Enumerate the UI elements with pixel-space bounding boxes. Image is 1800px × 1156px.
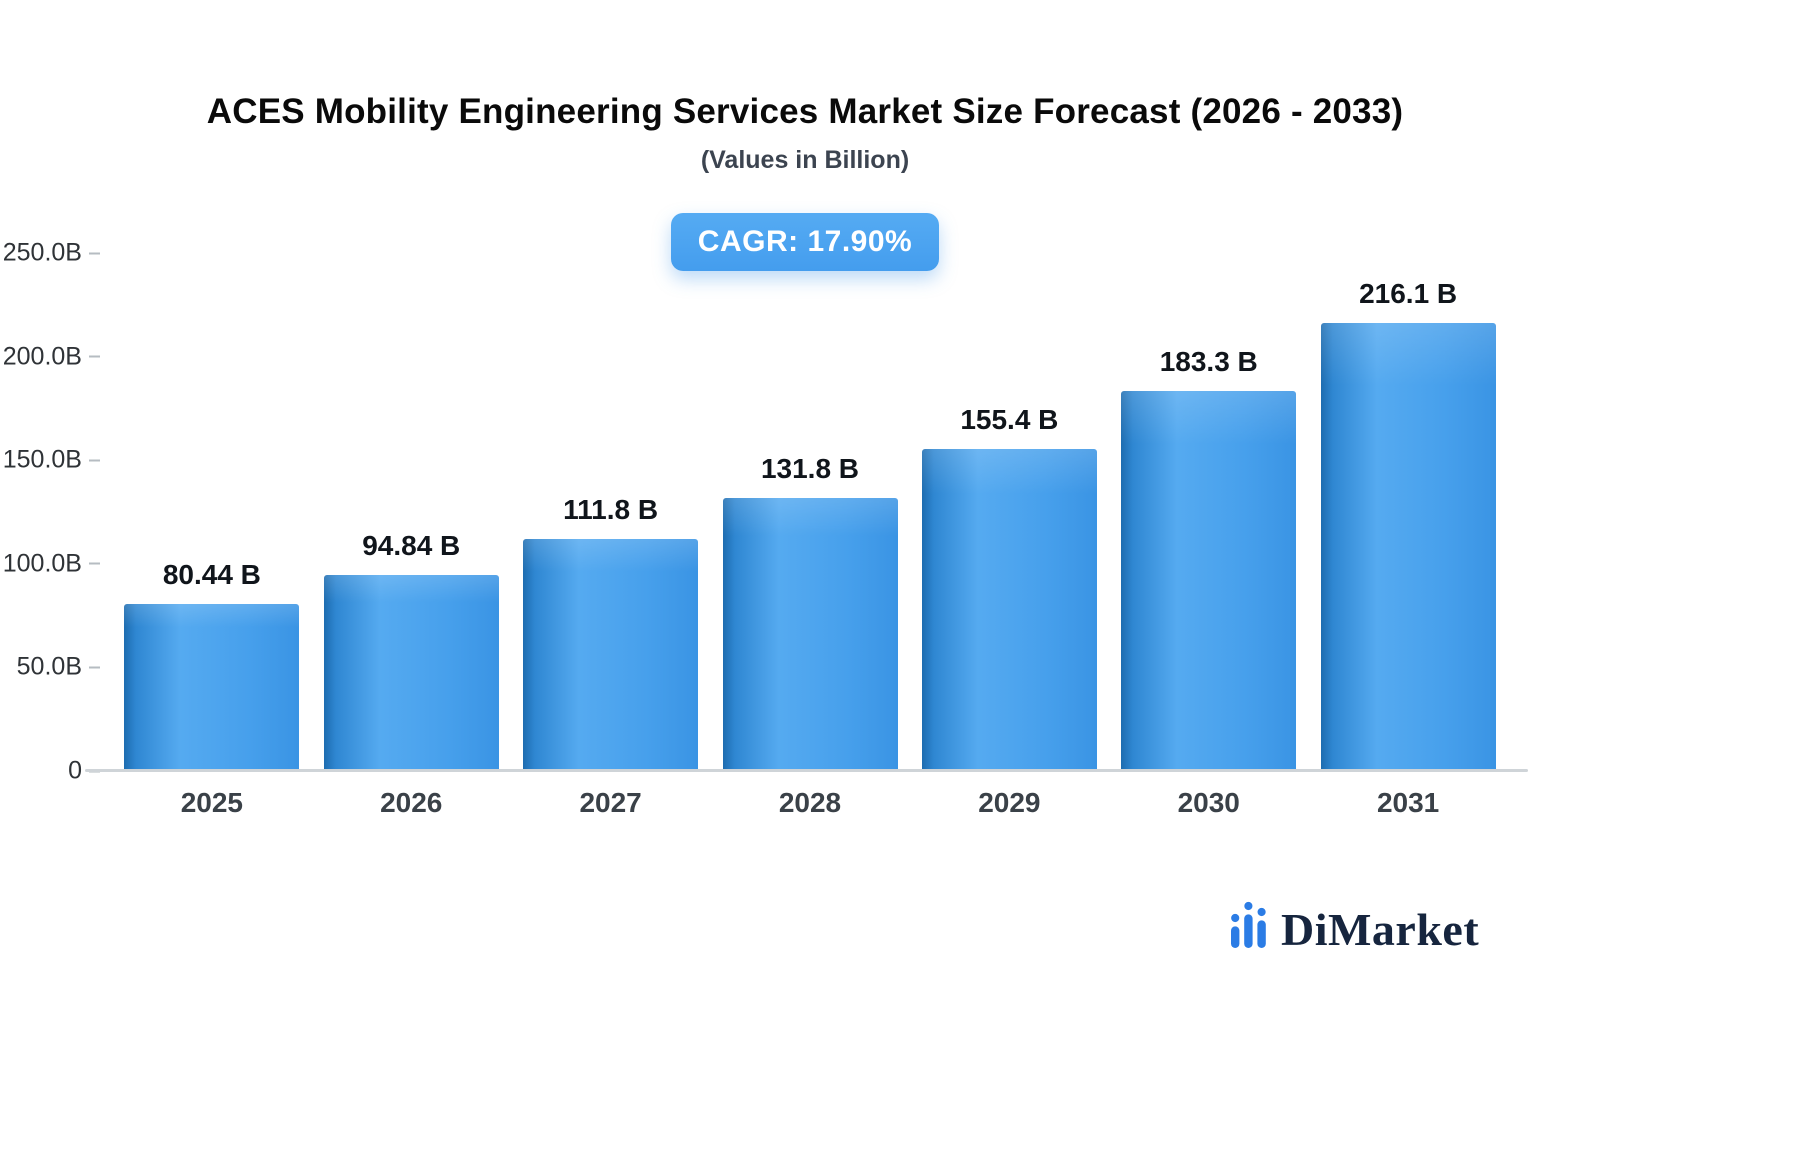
bar-value-label: 216.1 B <box>1359 278 1458 310</box>
x-axis-label: 2029 <box>978 787 1041 818</box>
y-axis-tick-mark <box>89 252 100 254</box>
chart-title: ACES Mobility Engineering Services Marke… <box>206 92 1404 131</box>
bar <box>124 604 300 771</box>
bar <box>523 539 699 771</box>
bar-value-label: 131.8 B <box>760 452 860 484</box>
chart-header: ACES Mobility Engineering Services Marke… <box>0 0 1610 271</box>
y-axis-tick-mark <box>89 459 100 462</box>
bar <box>722 497 898 771</box>
x-axis-label: 2026 <box>380 787 443 818</box>
bar <box>323 574 499 771</box>
bar <box>1320 323 1496 771</box>
y-axis-tick: 150.0B <box>3 446 100 475</box>
y-axis-tick-label: 100.0B <box>2 549 82 578</box>
bar-group: 111.8 B 2027 <box>523 253 699 818</box>
x-axis-label: 2027 <box>579 787 642 818</box>
bar-group: 216.1 B 2031 <box>1320 253 1496 818</box>
y-axis-tick: 100.0B <box>3 549 100 578</box>
bar-group: 183.3 B 2030 <box>1121 253 1297 818</box>
bar <box>1121 391 1297 771</box>
y-axis: 0 50.0B 100.0B 150.0B 200.0B 250.0B <box>0 239 100 785</box>
bar-value-label: 94.84 B <box>362 529 461 561</box>
y-axis-tick-mark <box>89 666 100 669</box>
dimarket-logo: DiMarket <box>1228 900 1479 953</box>
bar-value-label: 155.4 B <box>960 404 1059 436</box>
y-axis-tick: 200.0B <box>3 342 100 371</box>
y-axis-tick: 50.0B <box>17 653 100 682</box>
bar-chart-icon <box>1228 900 1270 953</box>
bar-value-label: 80.44 B <box>162 559 261 591</box>
bar-group: 94.84 B 2026 <box>323 253 499 818</box>
cagr-badge: CAGR: 17.90% <box>670 213 940 271</box>
y-axis-tick-label: 0 <box>68 756 82 785</box>
y-axis-tick: 250.0B <box>3 239 100 268</box>
bar-value-label: 111.8 B <box>563 494 659 526</box>
y-axis-tick-label: 50.0B <box>16 652 82 681</box>
bar-chart-plot-area: 80.44 B 2025 94.84 B 2026 111.8 B 2027 131.8 B… <box>100 253 1520 818</box>
y-axis-tick-label: 150.0B <box>2 445 82 474</box>
y-axis-tick-mark <box>89 562 100 565</box>
bar-group: 155.4 B 2029 <box>921 253 1097 818</box>
x-axis-baseline <box>85 769 1528 772</box>
x-axis-label: 2031 <box>1376 787 1440 818</box>
logo-text: DiMarket <box>1281 904 1480 955</box>
y-axis-tick-label: 200.0B <box>2 342 82 371</box>
y-axis-tick-label: 250.0B <box>2 238 82 267</box>
y-axis-tick-mark <box>89 355 100 358</box>
bar-value-label: 183.3 B <box>1159 346 1258 378</box>
bar <box>921 449 1097 771</box>
x-axis-label: 2025 <box>180 787 244 818</box>
bar-group: 80.44 B 2025 <box>124 253 300 818</box>
x-axis-label: 2030 <box>1177 787 1240 818</box>
bar-group: 131.8 B 2028 <box>722 253 898 818</box>
chart-subtitle: (Values in Billion) <box>700 146 910 174</box>
x-axis-label: 2028 <box>778 787 842 818</box>
